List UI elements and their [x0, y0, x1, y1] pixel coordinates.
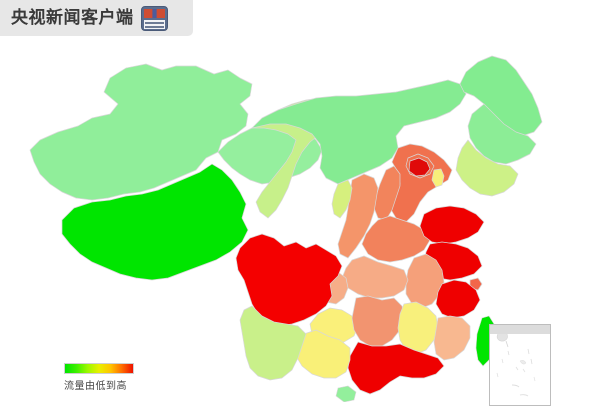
region-xinjiang[interactable] [29, 63, 253, 201]
inset-header-strip [490, 325, 550, 334]
gradient-bar-icon [64, 363, 134, 374]
region-neimenggu[interactable] [251, 79, 467, 185]
region-sichuan[interactable] [235, 233, 343, 327]
region-fujian[interactable] [433, 315, 471, 361]
region-guangdong[interactable] [347, 341, 445, 395]
region-xizang[interactable] [61, 163, 249, 281]
china-choropleth-map [0, 22, 605, 402]
region-shaanxi[interactable] [337, 173, 379, 259]
legend-label: 流量由低到高 [64, 381, 127, 392]
south-china-sea-inset[interactable] [489, 324, 551, 406]
brand-watermark-bar: 央视新闻客户端 [0, 0, 193, 36]
region-yunnan[interactable] [239, 305, 307, 381]
region-jilin[interactable] [467, 103, 537, 165]
region-ningxia[interactable] [331, 179, 353, 219]
region-jiangxi[interactable] [397, 301, 439, 355]
region-hunan[interactable] [351, 295, 405, 347]
region-liaoning[interactable] [455, 139, 519, 197]
map-legend: 流量由低到高 [64, 363, 174, 392]
cctv-news-app-logo-icon [140, 5, 168, 31]
china-map-svg [29, 55, 543, 402]
page-title: 央视新闻客户端 [11, 7, 134, 28]
region-hainan[interactable] [335, 385, 357, 402]
inset-islands-svg [496, 331, 536, 397]
region-tianjin[interactable] [431, 168, 445, 188]
region-henan[interactable] [361, 215, 431, 263]
region-beijing[interactable] [408, 157, 431, 177]
region-hubei[interactable] [341, 255, 409, 299]
region-shandong[interactable] [419, 205, 485, 245]
region-zhejiang[interactable] [435, 279, 481, 319]
